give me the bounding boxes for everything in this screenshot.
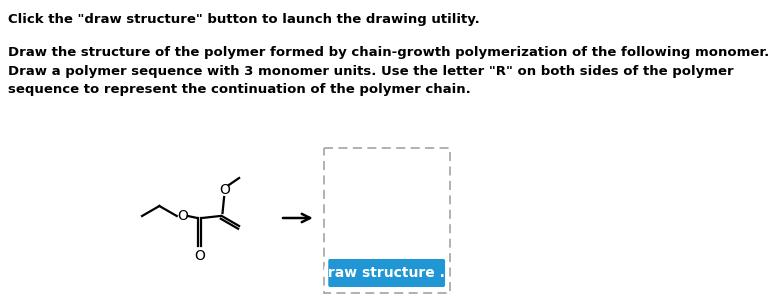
FancyBboxPatch shape bbox=[328, 259, 445, 287]
Text: O: O bbox=[194, 249, 205, 263]
Text: Draw the structure of the polymer formed by chain-growth polymerization of the f: Draw the structure of the polymer formed… bbox=[8, 46, 769, 96]
Text: O: O bbox=[177, 209, 188, 223]
FancyBboxPatch shape bbox=[324, 148, 450, 293]
Text: draw structure ...: draw structure ... bbox=[318, 266, 456, 280]
Text: Click the "draw structure" button to launch the drawing utility.: Click the "draw structure" button to lau… bbox=[8, 13, 480, 26]
Text: O: O bbox=[219, 183, 230, 197]
